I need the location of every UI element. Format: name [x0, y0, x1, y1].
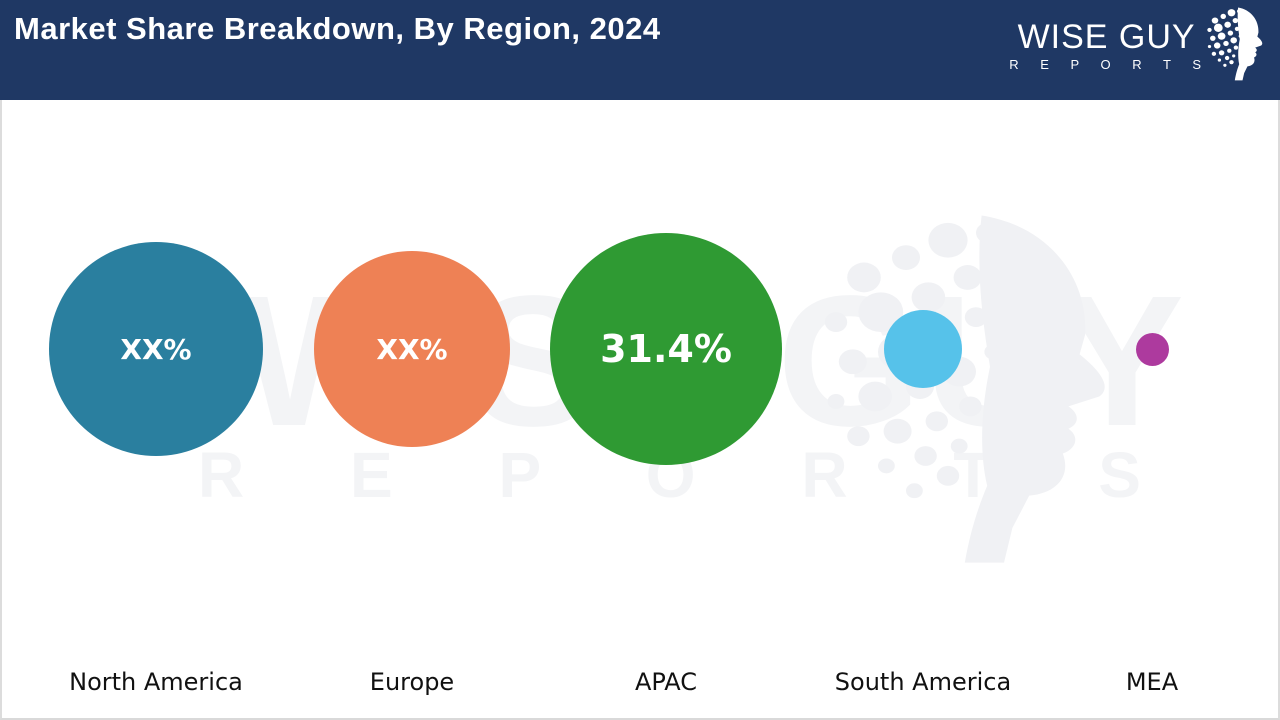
bubble-apac[interactable]: 31.4% — [550, 233, 782, 465]
category-label-mea: MEA — [1125, 668, 1179, 696]
bubble-north-america[interactable]: XX% — [49, 242, 263, 456]
bubble-south-america[interactable] — [884, 310, 962, 388]
watermark-head-icon — [824, 215, 1105, 563]
bubble-europe[interactable]: XX% — [314, 251, 510, 447]
bubble-value-north-america: XX% — [120, 332, 192, 366]
bubble-value-europe: XX% — [376, 332, 448, 366]
category-label-south-america: South America — [834, 668, 1012, 696]
header-bar: Market Share Breakdown, By Region, 2024 … — [0, 0, 1280, 100]
head-profile-icon — [1207, 7, 1263, 81]
category-label-europe: Europe — [369, 668, 455, 696]
bubble-mea[interactable] — [1135, 332, 1169, 366]
logo-name: WISE GUY — [1017, 17, 1196, 56]
bubble-value-apac: 31.4% — [600, 327, 732, 371]
logo-text: WISE GUY R E P O R T S — [1003, 19, 1210, 72]
chart-area: WISE GUY R E P O R T S XX% XX% 31.4% Nor… — [0, 100, 1280, 720]
page-title: Market Share Breakdown, By Region, 2024 — [14, 11, 661, 46]
wise-guy-logo: WISE GUY R E P O R T S — [1003, 6, 1270, 84]
category-label-north-america: North America — [69, 668, 243, 696]
logo-subtitle: R E P O R T S — [1009, 56, 1210, 72]
category-label-apac: APAC — [634, 668, 698, 696]
